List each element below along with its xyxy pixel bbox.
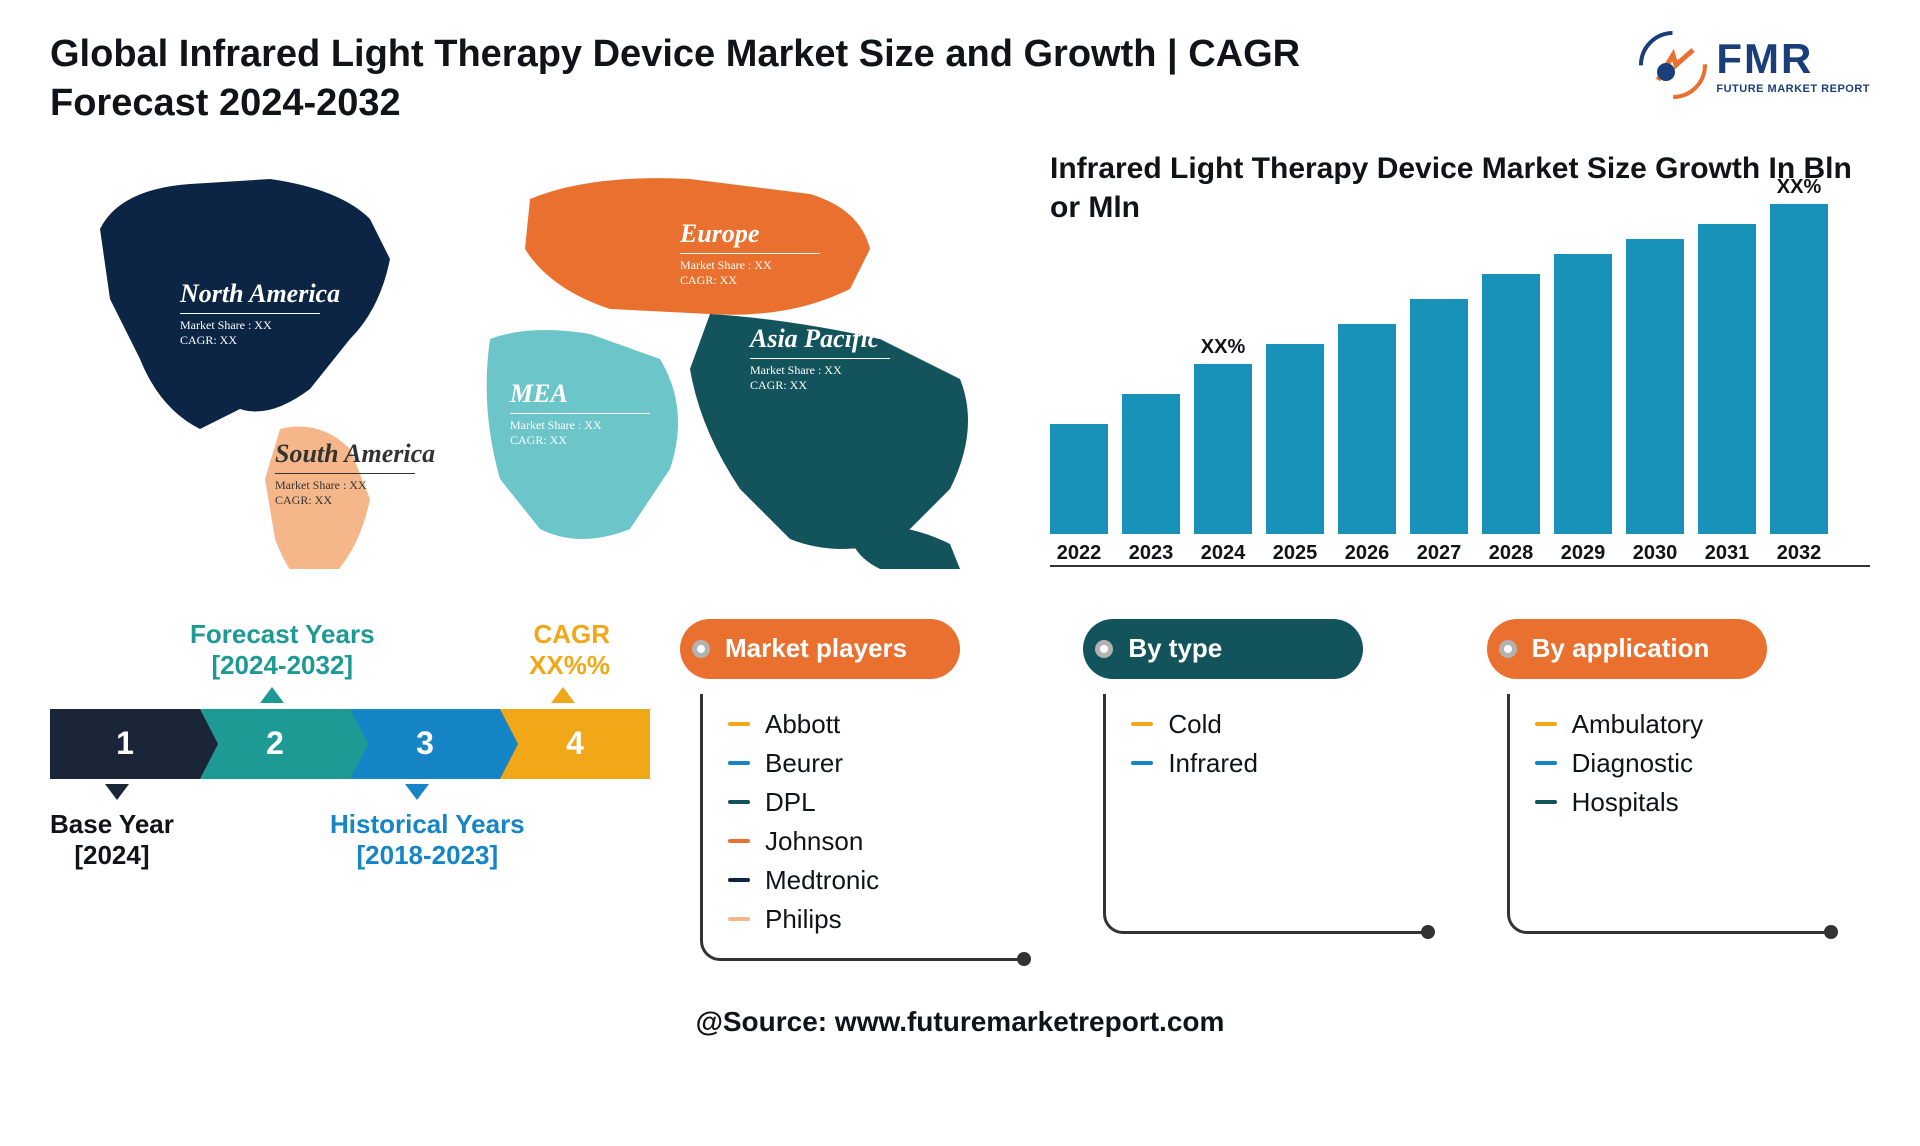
bar-chart: Infrared Light Therapy Device Market Siz… — [1050, 149, 1870, 569]
logo-text-sub: FUTURE MARKET REPORT — [1716, 83, 1870, 95]
list-item: Ambulatory — [1535, 709, 1810, 740]
list-item: DPL — [728, 787, 1003, 818]
list-item: Diagnostic — [1535, 748, 1810, 779]
timeline: Forecast Years [2024-2032] CAGR XX%% 123… — [50, 619, 650, 779]
tick-icon — [1131, 722, 1153, 726]
header: Global Infrared Light Therapy Device Mar… — [50, 30, 1870, 129]
list-item: Infrared — [1131, 748, 1406, 779]
bar-2032: XX%2032 — [1770, 204, 1828, 565]
list-item: Beurer — [728, 748, 1003, 779]
arrow-down-icon — [105, 784, 129, 800]
source-footer: @Source: www.futuremarketreport.com — [50, 1006, 1870, 1038]
timeline-seg-3: 3 — [350, 709, 500, 779]
pill-header: Market players — [680, 619, 960, 679]
tick-icon — [728, 878, 750, 882]
bar-2022: 2022 — [1050, 424, 1108, 565]
region-label-ap: Asia PacificMarket Share : XXCAGR: XX — [750, 324, 890, 393]
region-label-na: North AmericaMarket Share : XXCAGR: XX — [180, 279, 340, 348]
base-label: Base Year [2024] — [50, 809, 174, 871]
pill-header: By type — [1083, 619, 1363, 679]
dot-icon — [692, 640, 710, 658]
timeline-seg-2: 2 — [200, 709, 350, 779]
list-box: Cold Infrared — [1103, 694, 1426, 934]
logo: FMR FUTURE MARKET REPORT — [1638, 30, 1870, 100]
logo-text-main: FMR — [1716, 35, 1870, 83]
list-item: Cold — [1131, 709, 1406, 740]
tick-icon — [728, 800, 750, 804]
world-map: North AmericaMarket Share : XXCAGR: XX So… — [50, 149, 1010, 569]
list-item: Johnson — [728, 826, 1003, 857]
arrow-down-icon — [405, 784, 429, 800]
tick-icon — [728, 722, 750, 726]
list-box: Abbott Beurer DPL Johnson Medtronic Philips — [700, 694, 1023, 961]
tick-icon — [1131, 761, 1153, 765]
forecast-label: Forecast Years [2024-2032] — [190, 619, 375, 681]
pill-header: By application — [1487, 619, 1767, 679]
tick-icon — [1535, 722, 1557, 726]
region-label-sa: South AmericaMarket Share : XXCAGR: XX — [275, 439, 435, 508]
list-item: Medtronic — [728, 865, 1003, 896]
list-item: Hospitals — [1535, 787, 1810, 818]
bar-2025: 2025 — [1266, 344, 1324, 565]
cagr-label: CAGR XX%% — [529, 619, 610, 681]
list-box: Ambulatory Diagnostic Hospitals — [1507, 694, 1830, 934]
bar-2027: 2027 — [1410, 299, 1468, 565]
dot-icon — [1499, 640, 1517, 658]
bar-2026: 2026 — [1338, 324, 1396, 565]
logo-icon — [1638, 30, 1708, 100]
region-label-mea: MEAMarket Share : XXCAGR: XX — [510, 379, 650, 448]
dot-icon — [1095, 640, 1113, 658]
bar-2028: 2028 — [1482, 274, 1540, 565]
timeline-seg-1: 1 — [50, 709, 200, 779]
tick-icon — [1535, 800, 1557, 804]
tick-icon — [728, 761, 750, 765]
pill-section-2: By application Ambulatory Diagnostic Hospit… — [1487, 619, 1870, 961]
chart-title: Infrared Light Therapy Device Market Siz… — [1050, 149, 1870, 227]
pill-section-1: By type Cold Infrared — [1083, 619, 1466, 961]
bar-2029: 2029 — [1554, 254, 1612, 565]
bar-2030: 2030 — [1626, 239, 1684, 565]
list-item: Abbott — [728, 709, 1003, 740]
chart-bars: 20222023XX%20242025202620272028202920302… — [1050, 247, 1870, 567]
region-label-eu: EuropeMarket Share : XXCAGR: XX — [680, 219, 820, 288]
pill-section-0: Market players Abbott Beurer DPL Johnson Medt… — [680, 619, 1063, 961]
page-title: Global Infrared Light Therapy Device Mar… — [50, 30, 1350, 129]
timeline-seg-4: 4 — [500, 709, 650, 779]
bar-2024: XX%2024 — [1194, 364, 1252, 565]
tick-icon — [728, 917, 750, 921]
arrow-up-icon — [551, 687, 575, 703]
list-item: Philips — [728, 904, 1003, 935]
historical-label: Historical Years [2018-2023] — [330, 809, 525, 871]
tick-icon — [728, 839, 750, 843]
arrow-up-icon — [260, 687, 284, 703]
bar-2023: 2023 — [1122, 394, 1180, 565]
bar-2031: 2031 — [1698, 224, 1756, 565]
tick-icon — [1535, 761, 1557, 765]
